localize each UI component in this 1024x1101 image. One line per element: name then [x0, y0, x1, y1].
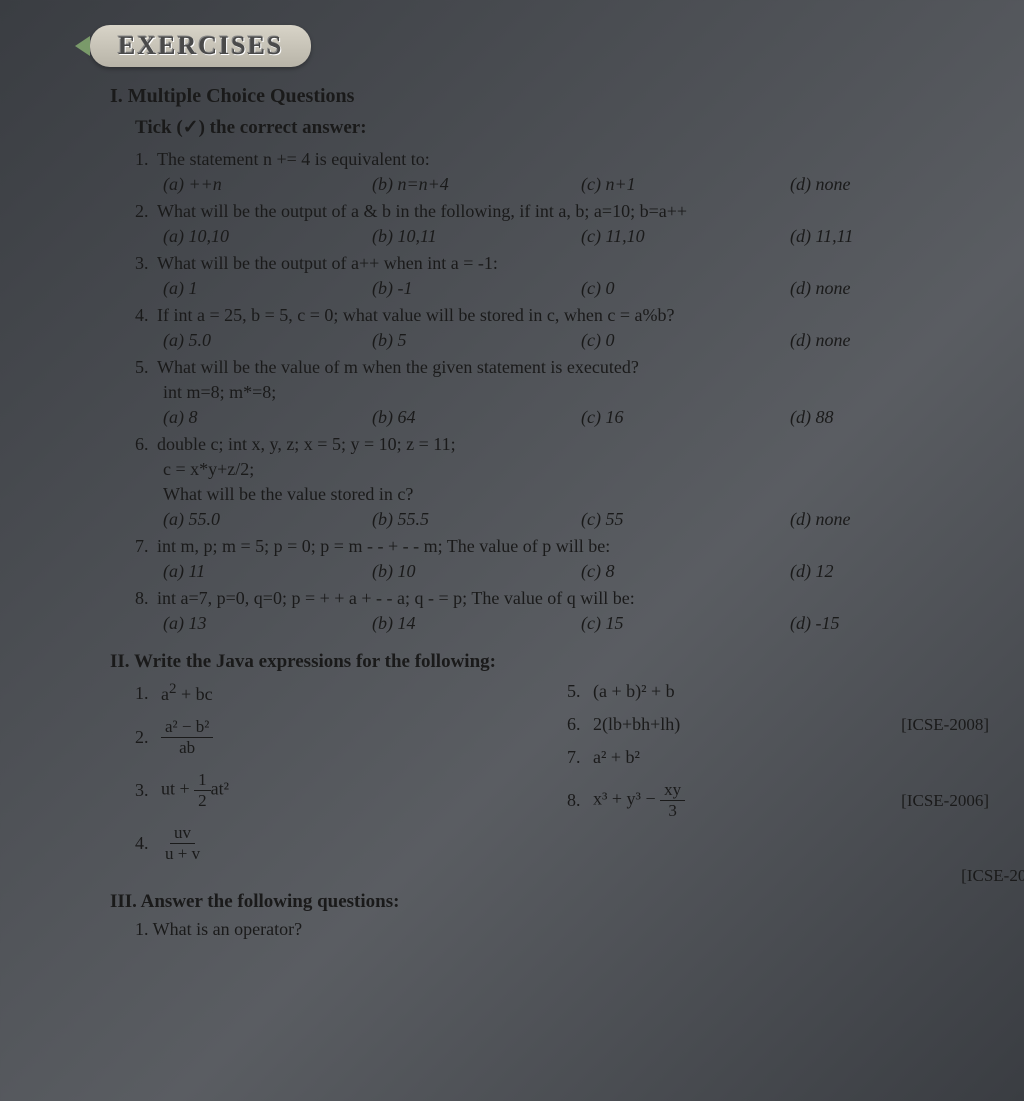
opt-d: (d) 88	[790, 407, 999, 428]
opt-b: (b) 10,11	[372, 226, 581, 247]
question-8: 8.int a=7, p=0, q=0; p = + + a + - - a; …	[135, 588, 999, 636]
q-sub2: What will be the value stored in c?	[163, 484, 999, 505]
q-text: 2.What will be the output of a & b in th…	[135, 201, 999, 222]
expr-item: 5.(a + b)² + b	[567, 681, 999, 702]
opt-c: (c) 16	[581, 407, 790, 428]
question-3: 3.What will be the output of a++ when in…	[135, 253, 999, 301]
q-sub: c = x*y+z/2;	[163, 459, 999, 480]
opt-a: (a) 11	[163, 561, 372, 582]
expr-item: 2.a² − b²ab	[135, 717, 567, 758]
q-text: 3.What will be the output of a++ when in…	[135, 253, 999, 274]
section-iii-title: III. Answer the following questions:	[110, 891, 399, 912]
options: (a) 8 (b) 64 (c) 16 (d) 88	[163, 407, 999, 430]
section-ii: II. Write the Java expressions for the f…	[110, 651, 999, 876]
expr-content: x³ + y³ − xy3	[593, 780, 685, 821]
page: EXERCISES I. Multiple Choice Questions T…	[90, 25, 999, 940]
question-5: 5.What will be the value of m when the g…	[135, 357, 999, 430]
opt-d: (d) none	[790, 174, 999, 195]
opt-d: (d) none	[790, 509, 999, 530]
expr-content: ut + 12at²	[161, 770, 229, 811]
opt-d: (d) none	[790, 278, 999, 299]
opt-b: (b) 10	[372, 561, 581, 582]
q-sub: int m=8; m*=8;	[163, 382, 999, 403]
opt-c: (c) 0	[581, 278, 790, 299]
section-ii-title: II. Write the Java expressions for the f…	[110, 651, 999, 673]
question-2: 2.What will be the output of a & b in th…	[135, 201, 999, 249]
exercises-title: EXERCISES	[118, 31, 283, 60]
opt-a: (a) 5.0	[163, 330, 372, 351]
expr-item: 3.ut + 12at²	[135, 770, 567, 811]
opt-b: (b) 5	[372, 330, 581, 351]
q-text: 1.The statement n += 4 is equivalent to:	[135, 149, 999, 170]
expr-content: (a + b)² + b	[593, 681, 675, 702]
opt-c: (c) 8	[581, 561, 790, 582]
options: (a) 10,10 (b) 10,11 (c) 11,10 (d) 11,11	[163, 226, 999, 249]
question-4: 4.If int a = 25, b = 5, c = 0; what valu…	[135, 305, 999, 353]
q-text: 4.If int a = 25, b = 5, c = 0; what valu…	[135, 305, 999, 326]
opt-d: (d) 12	[790, 561, 999, 582]
question-1: 1.The statement n += 4 is equivalent to:…	[135, 149, 999, 197]
q-text: 6.double c; int x, y, z; x = 5; y = 10; …	[135, 434, 999, 455]
opt-a: (a) 55.0	[163, 509, 372, 530]
opt-a: (a) ++n	[163, 174, 372, 195]
q-text: 7.int m, p; m = 5; p = 0; p = m - - + - …	[135, 536, 999, 557]
options: (a) 55.0 (b) 55.5 (c) 55 (d) none	[163, 509, 999, 532]
expr-item: 4.uvu + v	[135, 823, 567, 864]
q-text: 8.int a=7, p=0, q=0; p = + + a + - - a; …	[135, 588, 999, 609]
section-iii: III. Answer the following questions: [IC…	[110, 891, 999, 940]
opt-b: (b) 14	[372, 613, 581, 634]
expression-list: 1.a2 + bc 2.a² − b²ab 3.ut + 12at² 4.uvu + …	[135, 681, 999, 876]
expr-item: 6.2(lb+bh+lh)[ICSE-2008]	[567, 714, 999, 735]
expr-content: a² − b²ab	[161, 717, 213, 758]
options: (a) 11 (b) 10 (c) 8 (d) 12	[163, 561, 999, 584]
opt-c: (c) 55	[581, 509, 790, 530]
expr-left-col: 1.a2 + bc 2.a² − b²ab 3.ut + 12at² 4.uvu + …	[135, 681, 567, 876]
question-7: 7.int m, p; m = 5; p = 0; p = m - - + - …	[135, 536, 999, 584]
icse-tag: [ICSE-2008]	[901, 715, 999, 735]
options: (a) 13 (b) 14 (c) 15 (d) -15	[163, 613, 999, 636]
opt-a: (a) 8	[163, 407, 372, 428]
opt-a: (a) 1	[163, 278, 372, 299]
q3-1: 1. What is an operator?	[135, 919, 999, 940]
expr-content: uvu + v	[161, 823, 204, 864]
expr-item: 7.a² + b²	[567, 747, 999, 768]
expr-content: a2 + bc	[161, 681, 213, 705]
opt-d: (d) 11,11	[790, 226, 999, 247]
icse-tag-iii: [ICSE-2006]	[961, 866, 1024, 886]
expr-content: a² + b²	[593, 747, 640, 768]
opt-a: (a) 10,10	[163, 226, 372, 247]
opt-b: (b) n=n+4	[372, 174, 581, 195]
opt-c: (c) 11,10	[581, 226, 790, 247]
opt-c: (c) 0	[581, 330, 790, 351]
opt-c: (c) n+1	[581, 174, 790, 195]
question-6: 6.double c; int x, y, z; x = 5; y = 10; …	[135, 434, 999, 532]
opt-b: (b) 55.5	[372, 509, 581, 530]
exercises-badge: EXERCISES	[90, 25, 311, 67]
options: (a) 5.0 (b) 5 (c) 0 (d) none	[163, 330, 999, 353]
opt-c: (c) 15	[581, 613, 790, 634]
section-i-title: I. Multiple Choice Questions	[110, 85, 999, 108]
opt-b: (b) -1	[372, 278, 581, 299]
section-i: I. Multiple Choice Questions Tick (✓) th…	[110, 85, 999, 636]
section-i-subtitle: Tick (✓) the correct answer:	[135, 116, 999, 139]
expr-content: 2(lb+bh+lh)	[593, 714, 680, 735]
opt-b: (b) 64	[372, 407, 581, 428]
icse-tag: [ICSE-2006]	[901, 791, 999, 811]
q-text: 5.What will be the value of m when the g…	[135, 357, 999, 378]
options: (a) ++n (b) n=n+4 (c) n+1 (d) none	[163, 174, 999, 197]
expr-item: 8.x³ + y³ − xy3[ICSE-2006]	[567, 780, 999, 821]
options: (a) 1 (b) -1 (c) 0 (d) none	[163, 278, 999, 301]
opt-d: (d) -15	[790, 613, 999, 634]
opt-a: (a) 13	[163, 613, 372, 634]
expr-right-col: 5.(a + b)² + b6.2(lb+bh+lh)[ICSE-2008]7.…	[567, 681, 999, 876]
opt-d: (d) none	[790, 330, 999, 351]
expr-item: 1.a2 + bc	[135, 681, 567, 705]
